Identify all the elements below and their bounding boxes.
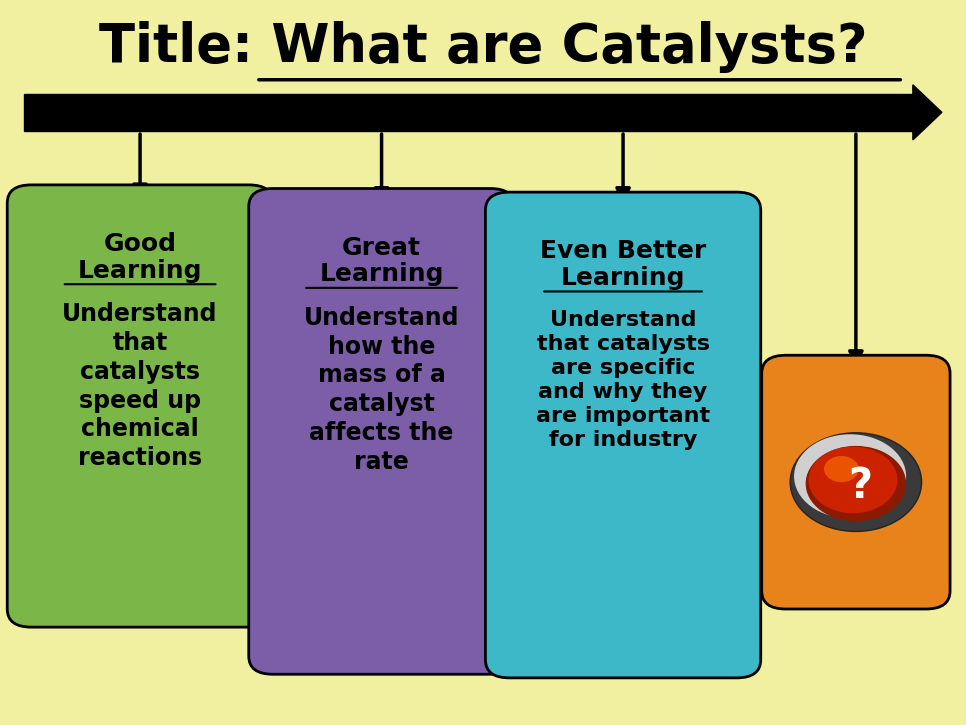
Text: ?: ? — [849, 465, 872, 507]
Text: Understand
that
catalysts
speed up
chemical
reactions: Understand that catalysts speed up chemi… — [63, 302, 217, 470]
FancyBboxPatch shape — [7, 185, 273, 627]
Circle shape — [790, 433, 922, 531]
FancyBboxPatch shape — [762, 355, 951, 609]
Text: Great
Learning: Great Learning — [320, 236, 443, 286]
Circle shape — [824, 456, 859, 482]
Polygon shape — [913, 85, 942, 140]
Text: Understand
that catalysts
are specific
and why they
are important
for industry: Understand that catalysts are specific a… — [536, 310, 710, 450]
Text: Good
Learning: Good Learning — [78, 232, 202, 283]
Circle shape — [806, 446, 906, 521]
Circle shape — [794, 434, 906, 518]
Circle shape — [809, 447, 897, 513]
FancyBboxPatch shape — [249, 188, 514, 674]
Text: Title: What are Catalysts?: Title: What are Catalysts? — [99, 21, 867, 73]
Text: Understand
how the
mass of a
catalyst
affects the
rate: Understand how the mass of a catalyst af… — [304, 306, 459, 473]
FancyBboxPatch shape — [486, 192, 761, 678]
Text: Even Better
Learning: Even Better Learning — [540, 239, 706, 290]
FancyBboxPatch shape — [24, 94, 913, 131]
